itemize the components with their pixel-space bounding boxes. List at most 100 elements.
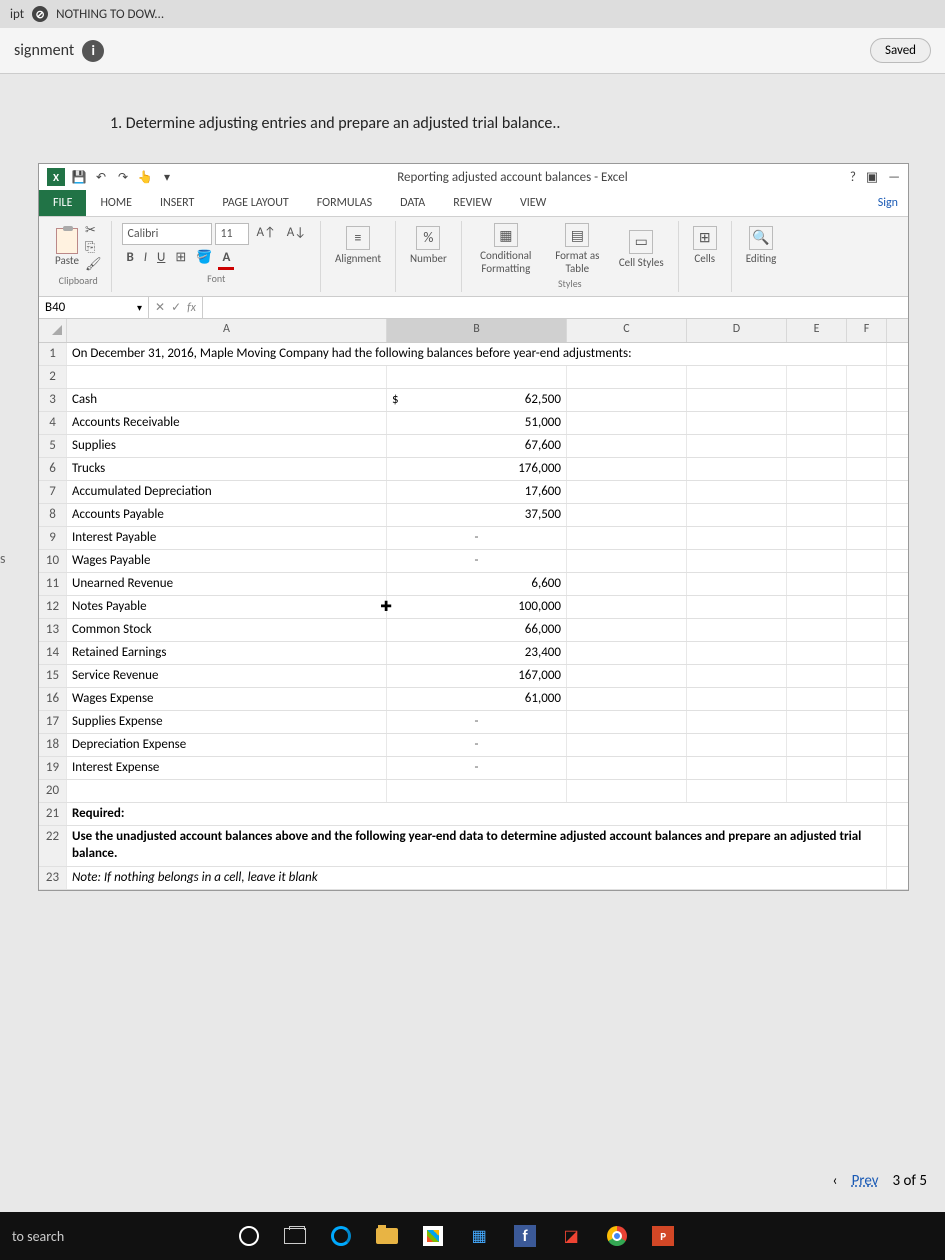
tab-formulas[interactable]: FORMULAS: [303, 190, 386, 216]
touch-mode-icon[interactable]: 👆: [137, 169, 153, 185]
col-c[interactable]: C: [567, 319, 687, 342]
undo-icon[interactable]: ↶: [93, 169, 109, 185]
fx-icon[interactable]: fx: [187, 301, 196, 315]
prev-link[interactable]: Prev: [852, 1172, 879, 1190]
tab-title[interactable]: NOTHING TO DOW...: [56, 7, 164, 22]
cell-account-name[interactable]: Supplies: [67, 435, 387, 457]
cell-account-name[interactable]: Interest Payable: [67, 527, 387, 549]
cell-amount[interactable]: $62,500: [387, 389, 567, 411]
tab-home[interactable]: HOME: [86, 190, 146, 216]
number-button[interactable]: % Number: [406, 226, 451, 265]
file-explorer-icon[interactable]: [366, 1217, 408, 1255]
col-f[interactable]: F: [847, 319, 887, 342]
cell-amount[interactable]: 6,600: [387, 573, 567, 595]
fill-color-icon[interactable]: 🪣: [192, 248, 216, 270]
cell-account-name[interactable]: Wages Expense: [67, 688, 387, 710]
info-icon[interactable]: i: [82, 40, 104, 62]
select-all-triangle[interactable]: [39, 319, 67, 342]
alignment-button[interactable]: ≡ Alignment: [331, 226, 385, 265]
cell-account-name[interactable]: Retained Earnings: [67, 642, 387, 664]
store-icon[interactable]: [412, 1217, 454, 1255]
namebox-dropdown-icon[interactable]: ▾: [137, 301, 142, 314]
col-d[interactable]: D: [687, 319, 787, 342]
cells-button[interactable]: ⊞ Cells: [689, 226, 721, 265]
cell-account-name[interactable]: Accounts Payable: [67, 504, 387, 526]
editing-button[interactable]: 🔍 Editing: [742, 226, 781, 265]
format-painter-icon[interactable]: 🖌: [85, 257, 102, 272]
col-a[interactable]: A: [67, 319, 387, 342]
tab-review[interactable]: REVIEW: [439, 190, 506, 216]
name-box[interactable]: B40 ▾: [39, 297, 149, 318]
cell-amount[interactable]: -: [387, 757, 567, 779]
cell-account-name[interactable]: Supplies Expense: [67, 711, 387, 733]
office-icon[interactable]: ◪: [550, 1217, 592, 1255]
cell-amount[interactable]: 17,600: [387, 481, 567, 503]
underline-button[interactable]: U: [153, 248, 169, 270]
tab-pagelayout[interactable]: PAGE LAYOUT: [208, 190, 302, 216]
cell-required[interactable]: Required:: [67, 803, 887, 825]
cell-account-name[interactable]: Interest Expense: [67, 757, 387, 779]
powerpoint-icon[interactable]: P: [642, 1217, 684, 1255]
italic-button[interactable]: I: [140, 248, 151, 270]
cell-account-name[interactable]: Unearned Revenue: [67, 573, 387, 595]
font-name-select[interactable]: Calibri: [122, 223, 212, 245]
prev-chevron-icon[interactable]: ‹: [832, 1172, 837, 1190]
minimize-icon[interactable]: —: [888, 170, 900, 185]
cancel-icon[interactable]: ✕: [155, 300, 165, 315]
cell-account-name[interactable]: Wages Payable: [67, 550, 387, 572]
task-view-icon[interactable]: [274, 1217, 316, 1255]
formula-bar[interactable]: [202, 297, 908, 318]
bold-button[interactable]: B: [122, 248, 137, 270]
cell-account-name[interactable]: Accumulated Depreciation: [67, 481, 387, 503]
cell-amount[interactable]: -: [387, 711, 567, 733]
cell-amount[interactable]: 66,000: [387, 619, 567, 641]
font-color-icon[interactable]: A: [218, 248, 234, 270]
cortana-icon[interactable]: [228, 1217, 270, 1255]
save-icon[interactable]: 💾: [71, 169, 87, 185]
cell-account-name[interactable]: Cash: [67, 389, 387, 411]
cell-styles-button[interactable]: ▭ Cell Styles: [615, 230, 668, 269]
cell-a1[interactable]: On December 31, 2016, Maple Moving Compa…: [67, 343, 887, 365]
format-as-table-button[interactable]: ▤ Format as Table: [546, 223, 609, 275]
ribbon-display-icon[interactable]: ▣: [866, 170, 878, 185]
conditional-formatting-button[interactable]: ▦ Conditional Formatting: [472, 223, 540, 275]
cell-instructions[interactable]: Use the unadjusted account balances abov…: [67, 826, 887, 866]
tab-view[interactable]: VIEW: [506, 190, 560, 216]
cell-account-name[interactable]: Common Stock: [67, 619, 387, 641]
cell-amount[interactable]: 37,500: [387, 504, 567, 526]
cell-amount[interactable]: 51,000: [387, 412, 567, 434]
help-icon[interactable]: ?: [850, 170, 856, 185]
cell-amount[interactable]: -: [387, 734, 567, 756]
cell-account-name[interactable]: Service Revenue: [67, 665, 387, 687]
cell-amount[interactable]: 176,000: [387, 458, 567, 480]
cell-amount[interactable]: 167,000: [387, 665, 567, 687]
cell-note[interactable]: Note: If nothing belongs in a cell, leav…: [67, 867, 887, 889]
font-size-select[interactable]: 11: [215, 223, 249, 245]
cell-amount[interactable]: -: [387, 550, 567, 572]
sign-in-link[interactable]: Sign: [868, 190, 908, 216]
cell-amount[interactable]: 67,600: [387, 435, 567, 457]
facebook-icon[interactable]: f: [514, 1225, 536, 1247]
redo-icon[interactable]: ↷: [115, 169, 131, 185]
cell-amount[interactable]: 100,000: [387, 596, 567, 618]
cell-account-name[interactable]: Depreciation Expense: [67, 734, 387, 756]
cell-account-name[interactable]: Accounts Receivable: [67, 412, 387, 434]
taskbar-search-text[interactable]: to search: [12, 1228, 64, 1245]
cell-amount[interactable]: -: [387, 527, 567, 549]
paste-button[interactable]: Paste: [55, 228, 79, 267]
tab-data[interactable]: DATA: [386, 190, 439, 216]
tab-file[interactable]: FILE: [39, 190, 86, 216]
worksheet[interactable]: 1 On December 31, 2016, Maple Moving Com…: [39, 343, 908, 890]
qat-dropdown-icon[interactable]: ▾: [159, 169, 175, 185]
increase-font-icon[interactable]: A↑: [252, 223, 279, 245]
decrease-font-icon[interactable]: A↓: [283, 223, 310, 245]
cell-amount[interactable]: 61,000: [387, 688, 567, 710]
cut-icon[interactable]: ✂: [85, 223, 102, 238]
chrome-icon[interactable]: [596, 1217, 638, 1255]
cell-account-name[interactable]: Trucks: [67, 458, 387, 480]
enter-icon[interactable]: ✓: [171, 300, 181, 315]
edge-icon[interactable]: [320, 1217, 362, 1255]
col-b[interactable]: B: [387, 319, 567, 342]
cell-account-name[interactable]: Notes Payable: [67, 596, 387, 618]
app-icon[interactable]: ▦: [458, 1217, 500, 1255]
